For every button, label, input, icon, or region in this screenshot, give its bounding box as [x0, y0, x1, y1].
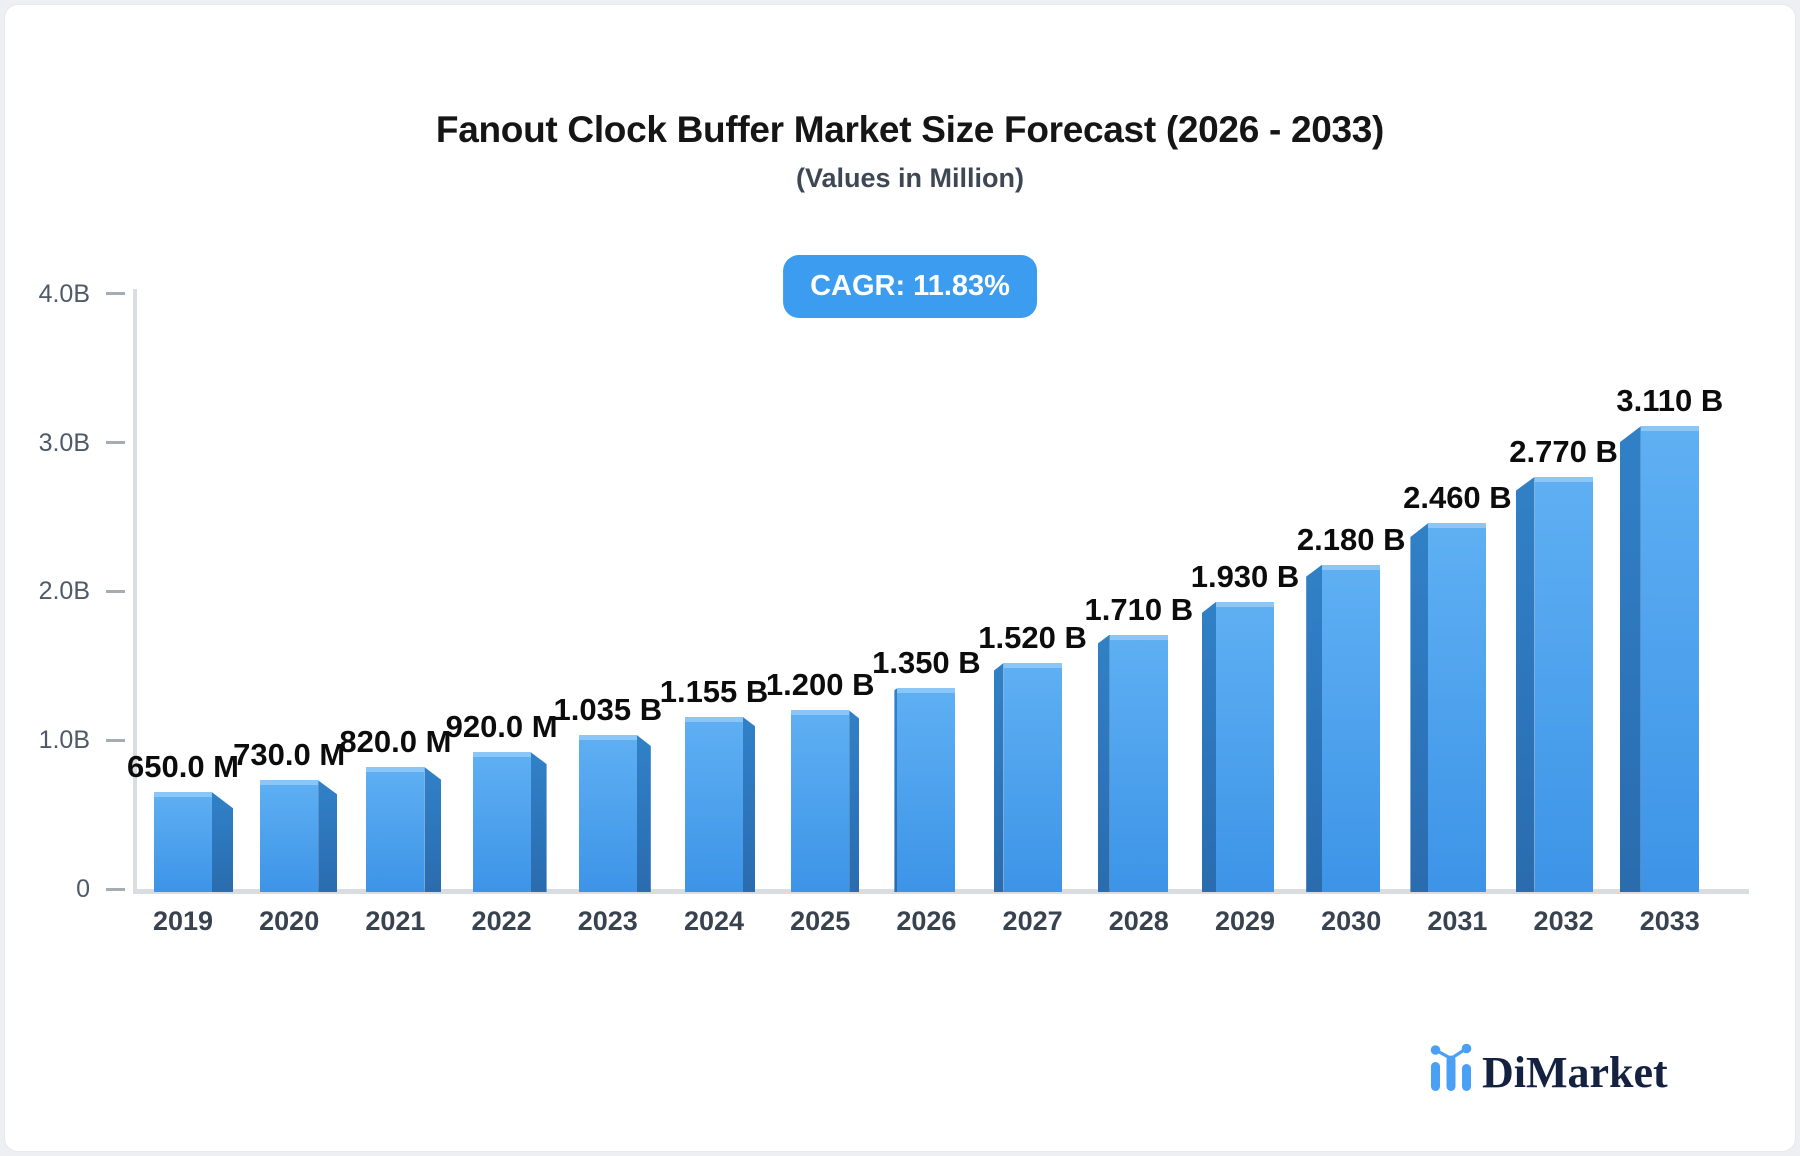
x-axis-label-2022: 2022 [471, 906, 532, 936]
bar-top-highlight-2033 [1640, 426, 1699, 432]
bar-value-label-2020: 730.0 M [233, 737, 346, 773]
x-axis-label-2033: 2033 [1639, 906, 1700, 936]
bar-side-2025 [849, 710, 860, 892]
bar-side-2029 [1202, 601, 1216, 892]
bar-side-2023 [636, 734, 651, 892]
bar-chart-logo-icon [1429, 1043, 1473, 1096]
bar-2026 [897, 688, 956, 892]
bar-2023 [578, 734, 637, 892]
bar-2025 [791, 710, 850, 892]
chart-subtitle: (Values in Million) [795, 163, 1025, 193]
x-axis-label-2027: 2027 [1002, 906, 1063, 936]
y-axis-tick-label: 2.0B [38, 577, 90, 606]
y-axis-tick-mark [106, 589, 125, 593]
bar-side-2021 [424, 766, 442, 892]
x-axis-label-2020: 2020 [259, 906, 320, 936]
bar-chart-plot-area: 0 1.0B 2.0B 3.0B 4.0B 650.0 M 2019 730.0 M 2020 8… [5, 5, 1795, 1151]
chart-title: Fanout Clock Buffer Market Size Forecast… [435, 109, 1385, 150]
y-axis-line [133, 289, 137, 894]
bar-value-label-2032: 2.770 B [1509, 433, 1618, 469]
chart-card: Fanout Clock Buffer Market Size Forecast… [4, 4, 1796, 1152]
bar-side-2024 [743, 717, 755, 892]
bar-2021 [366, 766, 425, 892]
bar-2019 [154, 792, 212, 892]
x-axis-label-2024: 2024 [683, 906, 745, 936]
brand-name: DiMarket [1482, 1048, 1668, 1097]
bar-top-highlight-2025 [791, 710, 850, 716]
bar-value-label-2021: 820.0 M [339, 723, 452, 759]
bar-2024 [685, 717, 743, 892]
bar-top-highlight-2021 [366, 766, 425, 772]
bar-value-label-2030: 2.180 B [1296, 521, 1406, 557]
bar-value-label-2026: 1.350 B [872, 645, 981, 681]
bar-top-highlight-2019 [154, 792, 212, 798]
x-axis-label-2026: 2026 [896, 906, 957, 936]
x-axis-label-2023: 2023 [577, 906, 638, 936]
bar-value-label-2028: 1.710 B [1084, 591, 1194, 627]
brand-logo: DiMarket [1429, 1043, 1668, 1096]
bar-2032 [1534, 476, 1593, 892]
bar-top-highlight-2028 [1109, 634, 1168, 640]
y-axis-tick-mark [106, 292, 125, 296]
bar-top-highlight-2026 [897, 688, 956, 694]
y-axis-tick-label: 3.0B [38, 428, 90, 457]
bar-2022 [472, 752, 531, 892]
y-axis-tick-label: 4.0B [38, 279, 90, 308]
x-axis-label-2019: 2019 [152, 906, 214, 936]
x-axis-label-2031: 2031 [1427, 906, 1488, 936]
y-axis-tick-label: 1.0B [38, 726, 90, 755]
bar-side-2027 [993, 662, 1004, 892]
bar-2020 [260, 780, 319, 892]
bar-value-label-2023: 1.035 B [553, 691, 663, 727]
bar-top-highlight-2020 [260, 780, 319, 786]
y-axis-tick-mark [106, 887, 125, 891]
bar-value-label-2024: 1.155 B [659, 674, 769, 710]
bar-side-2031 [1410, 522, 1429, 892]
bar-top-highlight-2031 [1428, 522, 1487, 528]
bar-value-label-2033: 3.110 B [1616, 383, 1724, 419]
bar-side-2033 [1619, 426, 1641, 892]
y-axis-tick-label: 0 [76, 875, 90, 903]
cagr-badge: CAGR: 11.83% [783, 255, 1037, 318]
bar-2031 [1428, 522, 1487, 892]
bar-side-2022 [530, 752, 547, 892]
bar-2029 [1216, 601, 1274, 892]
bar-2033 [1640, 426, 1699, 892]
y-axis-tick-mark [106, 738, 125, 742]
y-axis-tick-mark [106, 441, 125, 445]
bar-2030 [1322, 564, 1381, 892]
bar-side-2032 [1515, 476, 1535, 892]
bar-top-highlight-2022 [472, 752, 531, 758]
bar-value-label-2025: 1.200 B [765, 667, 875, 703]
bar-top-highlight-2024 [685, 717, 743, 723]
bar-top-highlight-2032 [1534, 476, 1593, 482]
bar-side-2026 [894, 688, 898, 892]
x-axis-label-2030: 2030 [1321, 906, 1382, 936]
x-axis-label-2021: 2021 [365, 906, 426, 936]
x-axis-label-2032: 2032 [1533, 906, 1594, 936]
bar-top-highlight-2023 [578, 734, 637, 740]
x-axis-label-2025: 2025 [790, 906, 851, 936]
bar-side-2020 [318, 780, 338, 892]
x-axis-label-2028: 2028 [1108, 906, 1169, 936]
bar-value-label-2027: 1.520 B [978, 619, 1087, 655]
bar-top-highlight-2027 [1003, 662, 1062, 668]
bar-value-label-2022: 920.0 M [445, 709, 558, 745]
bar-side-2028 [1097, 634, 1110, 892]
bar-side-2019 [212, 792, 233, 892]
bar-top-highlight-2029 [1216, 601, 1274, 607]
bar-side-2030 [1306, 564, 1323, 892]
x-axis-label-2029: 2029 [1214, 906, 1276, 936]
bar-value-label-2031: 2.460 B [1403, 479, 1512, 515]
bar-2028 [1109, 634, 1168, 892]
bar-2027 [1003, 662, 1062, 892]
bar-top-highlight-2030 [1322, 564, 1381, 570]
bar-value-label-2019: 650.0 M [126, 749, 240, 785]
bar-value-label-2029: 1.930 B [1190, 558, 1300, 594]
